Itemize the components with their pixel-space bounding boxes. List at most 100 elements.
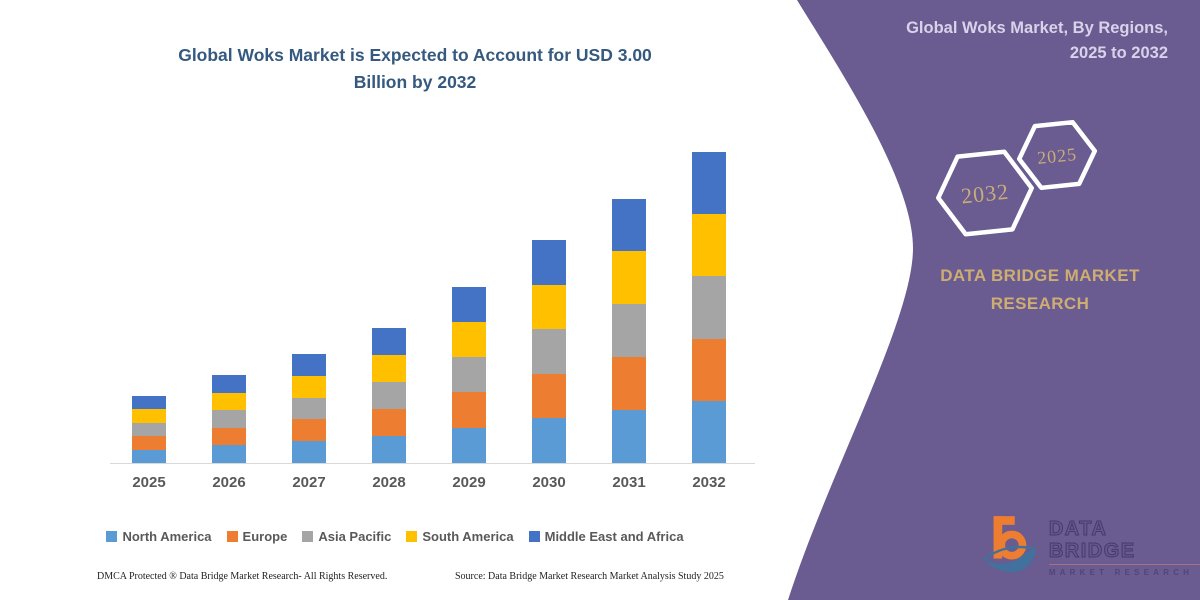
chart-title-line1: Global Woks Market is Expected to Accoun…	[178, 45, 652, 65]
bar-segment	[692, 400, 726, 463]
x-axis-tick-label: 2029	[452, 474, 486, 491]
legend-swatch-icon	[406, 531, 418, 542]
bar-segment	[292, 375, 326, 398]
dbmr-logo-icon	[983, 516, 1037, 573]
bar-segment	[692, 214, 726, 277]
stacked-bar-2032	[692, 152, 726, 463]
x-axis-labels: 2025 2026 2027 2028 2029 2030 2031 2032	[110, 474, 755, 494]
bar-segment	[132, 422, 166, 436]
panel-title: Global Woks Market, By Regions, 2025 to …	[838, 16, 1168, 66]
bar-segment	[692, 276, 726, 339]
panel-swoosh-shape	[788, 0, 1200, 600]
bar-segment	[372, 328, 406, 355]
logo-b-stem	[993, 516, 1003, 559]
legend-item: Europe	[226, 529, 288, 544]
hexagon-2025: 2025	[1016, 119, 1098, 191]
bar-segment	[532, 373, 566, 419]
bar-segment	[612, 357, 646, 411]
stacked-bar-2030	[532, 240, 566, 463]
bar-segment	[452, 392, 486, 428]
legend-label: North America	[122, 529, 212, 544]
legend-swatch-icon	[106, 531, 118, 542]
bar-segment	[292, 419, 326, 442]
bar-segment	[212, 427, 246, 446]
chart-title-line2: Billion by 2032	[353, 72, 477, 92]
logo-d-tail	[983, 545, 1037, 561]
x-axis-tick-label: 2031	[612, 474, 646, 491]
stacked-bar-2029	[452, 286, 486, 463]
plot-area	[110, 140, 755, 464]
stacked-bar-2031	[612, 198, 646, 463]
bar-segment	[132, 395, 166, 409]
bar-segment	[372, 355, 406, 382]
bar-segment	[212, 410, 246, 428]
x-axis-tick-label: 2032	[692, 474, 726, 491]
bar-segment	[532, 284, 566, 330]
legend-swatch-icon	[226, 531, 238, 542]
bar-segment	[452, 427, 486, 463]
legend-swatch-icon	[528, 531, 540, 542]
bar-segment	[212, 392, 246, 411]
bar-segment	[532, 240, 566, 285]
bar-segment	[612, 304, 646, 358]
bar-segment	[372, 436, 406, 463]
legend-label: Europe	[242, 529, 288, 544]
chart-legend: North America Europe Asia Pacific South Ame…	[0, 529, 790, 544]
bar-segment	[292, 397, 326, 420]
hexagon-2032-outline	[936, 149, 1034, 237]
panel-title-line1: Global Woks Market, By Regions,	[906, 19, 1168, 37]
brand-line1: DATA BRIDGE MARKET	[940, 266, 1140, 285]
hexagon-2032-label: 2032	[960, 179, 1010, 209]
legend-item: South America	[406, 529, 514, 544]
bar-segment	[532, 418, 566, 463]
bar-segment	[452, 286, 486, 322]
hexagon-2025-outline	[1016, 119, 1098, 191]
bar-segment	[692, 338, 726, 401]
source-text: Source: Data Bridge Market Research Mark…	[455, 571, 724, 582]
panel-title-line2: 2025 to 2032	[1069, 44, 1168, 62]
bar-segment	[292, 354, 326, 376]
hexagon-badges: 2032 2025	[936, 119, 1098, 237]
bar-segment	[612, 198, 646, 252]
bar-segment	[372, 382, 406, 409]
legend-label: South America	[422, 529, 514, 544]
logo-d-swoosh	[983, 548, 1036, 573]
bar-segment	[452, 357, 486, 393]
brand-line2: RESEARCH	[990, 294, 1090, 313]
logo-b-bowl	[997, 530, 1027, 560]
legend-label: Asia Pacific	[318, 529, 392, 544]
logo-b-hook	[993, 516, 1015, 525]
logo-subtitle: MARKET RESEARCH	[1048, 567, 1194, 577]
legend-label: Middle East and Africa	[544, 529, 684, 544]
dbmr-logo: DATA BRIDGE MARKET RESEARCH	[982, 514, 1200, 580]
x-axis-tick-label: 2025	[132, 474, 166, 491]
legend-swatch-icon	[302, 531, 314, 542]
bar-segment	[212, 375, 246, 393]
bar-segment	[292, 441, 326, 463]
chart-title: Global Woks Market is Expected to Accoun…	[115, 42, 715, 96]
legend-item: Middle East and Africa	[528, 529, 684, 544]
brand-wordmark: DATA BRIDGE MARKET RESEARCH	[915, 262, 1165, 318]
stacked-bar-2026	[212, 375, 246, 463]
x-axis-tick-label: 2026	[212, 474, 246, 491]
legend-item: Asia Pacific	[302, 529, 391, 544]
logo-name: DATA BRIDGE	[1048, 517, 1136, 562]
bar-segment	[452, 321, 486, 358]
bar-segment	[612, 410, 646, 463]
bar-segment	[372, 409, 406, 436]
stacked-bar-2027	[292, 354, 326, 463]
bar-segment	[132, 409, 166, 423]
bar-segment	[212, 445, 246, 463]
x-axis-tick-label: 2030	[532, 474, 566, 491]
logo-text-block: DATA BRIDGE MARKET RESEARCH	[1048, 517, 1200, 577]
bar-segment	[532, 329, 566, 374]
bar-segment	[612, 251, 646, 305]
logo-divider	[1048, 563, 1200, 565]
bar-segment	[132, 436, 166, 450]
bar-segment	[692, 152, 726, 215]
hexagon-2025-label: 2025	[1036, 144, 1078, 168]
x-axis-tick-label: 2027	[292, 474, 326, 491]
stacked-bar-2025	[132, 395, 166, 463]
